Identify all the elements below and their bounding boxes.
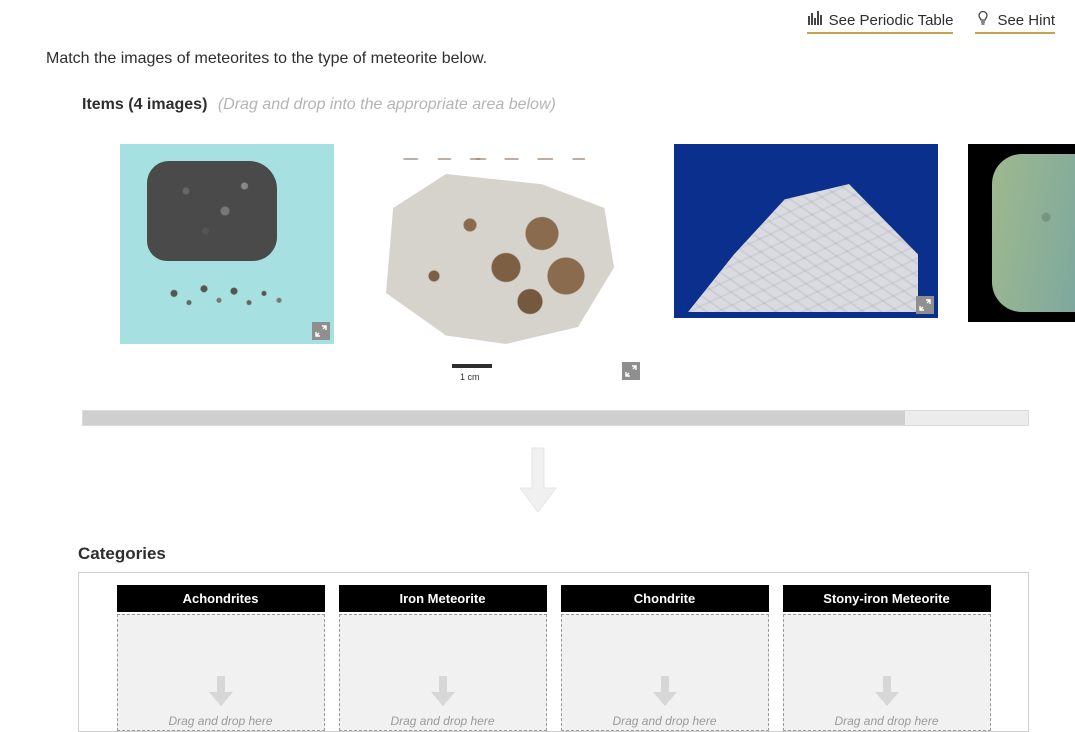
category-stony-iron-meteorite: Stony-iron Meteorite Drag and drop here: [783, 585, 991, 731]
down-arrow-icon: [0, 426, 1075, 544]
see-hint-label: See Hint: [997, 12, 1055, 29]
category-header: Iron Meteorite: [339, 585, 547, 612]
categories-container: Achondrites Drag and drop here Iron Mete…: [78, 572, 1029, 732]
scrollbar-thumb[interactable]: [83, 411, 905, 425]
lightbulb-icon: [975, 10, 991, 30]
question-text: Match the images of meteorites to the ty…: [0, 40, 1075, 68]
dropzone-text: Drag and drop here: [390, 714, 494, 728]
items-hint: (Drag and drop into the appropriate area…: [218, 96, 556, 113]
see-hint-link[interactable]: See Hint: [975, 10, 1055, 34]
category-iron-meteorite: Iron Meteorite Drag and drop here: [339, 585, 547, 731]
dropzone-text: Drag and drop here: [168, 714, 272, 728]
see-periodic-table-link[interactable]: See Periodic Table: [807, 10, 954, 34]
item-image-2[interactable]: 1 cm: [364, 144, 644, 384]
category-dropzone[interactable]: Drag and drop here: [561, 614, 769, 731]
expand-icon[interactable]: [622, 362, 640, 380]
category-dropzone[interactable]: Drag and drop here: [339, 614, 547, 731]
items-title-count: (4 images): [128, 96, 207, 113]
categories-label: Categories: [0, 544, 1075, 572]
category-header: Chondrite: [561, 585, 769, 612]
category-header: Achondrites: [117, 585, 325, 612]
see-periodic-table-label: See Periodic Table: [829, 12, 954, 29]
items-header: Items (4 images) (Drag and drop into the…: [0, 68, 1075, 124]
category-header: Stony-iron Meteorite: [783, 585, 991, 612]
expand-icon[interactable]: [312, 322, 330, 340]
category-dropzone[interactable]: Drag and drop here: [783, 614, 991, 731]
items-title-prefix: Items: [82, 96, 124, 113]
category-dropzone[interactable]: Drag and drop here: [117, 614, 325, 731]
meteorite-image: 1 cm: [364, 144, 644, 384]
dropzone-text: Drag and drop here: [834, 714, 938, 728]
category-achondrites: Achondrites Drag and drop here: [117, 585, 325, 731]
item-image-3[interactable]: [674, 144, 938, 318]
periodic-table-icon: [807, 10, 823, 30]
expand-icon[interactable]: [916, 296, 934, 314]
items-gallery: 1 cm: [0, 124, 1075, 398]
meteorite-image: [120, 144, 334, 344]
meteorite-image: [968, 144, 1075, 322]
scale-label: 1 cm: [460, 372, 480, 382]
item-image-4[interactable]: [968, 144, 1075, 322]
dropzone-text: Drag and drop here: [612, 714, 716, 728]
toolbar: See Periodic Table See Hint: [0, 0, 1075, 40]
meteorite-image: [674, 144, 938, 318]
gallery-scrollbar[interactable]: [82, 410, 1029, 426]
category-chondrite: Chondrite Drag and drop here: [561, 585, 769, 731]
item-image-1[interactable]: [120, 144, 334, 344]
